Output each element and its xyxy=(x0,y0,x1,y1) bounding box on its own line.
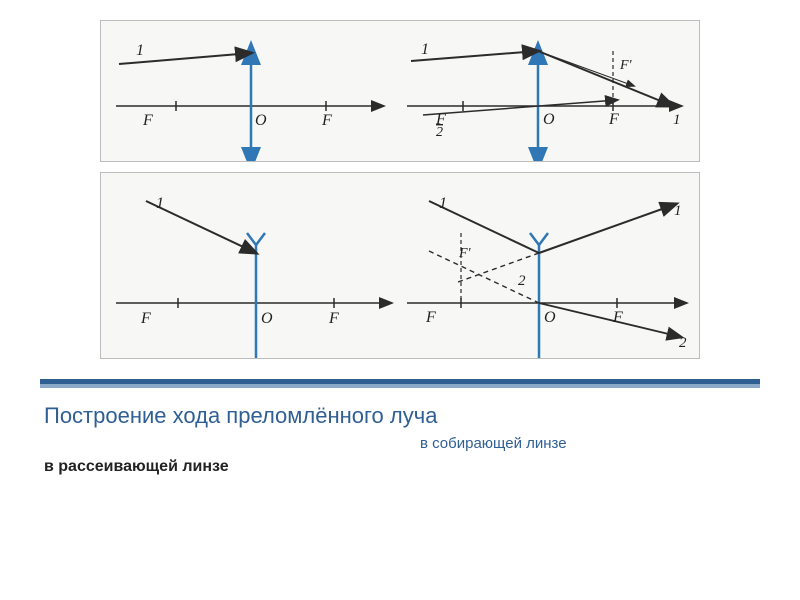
label-1: 1 xyxy=(439,195,447,212)
converging-lens-diagram: 1 F O F xyxy=(100,20,700,162)
refracted-ray-1 xyxy=(539,204,676,253)
subtitle-converging: в собирающей линзе xyxy=(420,435,760,452)
divider xyxy=(40,379,760,393)
label-1: 1 xyxy=(136,42,144,59)
label-F: F xyxy=(612,309,623,326)
diverging-lens-diagram: 1 F O F xyxy=(100,172,700,359)
label-1: 1 xyxy=(673,112,681,128)
label-2: 2 xyxy=(436,125,443,140)
subtitle-diverging: в рассеивающей линзе xyxy=(44,458,760,476)
page-title: Построение хода преломлённого луча xyxy=(44,403,760,429)
label-1: 1 xyxy=(421,41,429,58)
label-1: 1 xyxy=(156,195,164,212)
label-O: O xyxy=(261,310,273,327)
label-2: 2 xyxy=(518,273,526,289)
label-F: F xyxy=(328,310,339,327)
label-F: F xyxy=(608,111,619,128)
label-1: 1 xyxy=(674,203,682,219)
label-F: F xyxy=(142,112,153,129)
incident-ray-1 xyxy=(411,51,538,61)
label-O: O xyxy=(543,111,555,128)
label-Fprime: F' xyxy=(619,58,633,73)
refracted-ray-1 xyxy=(538,51,673,106)
label-F: F xyxy=(321,112,332,129)
aux-ray-2 xyxy=(423,100,617,115)
label-2: 2 xyxy=(679,335,687,351)
label-F: F xyxy=(140,310,151,327)
label-O: O xyxy=(544,309,556,326)
label-O: O xyxy=(255,112,267,129)
aux-ray-2 xyxy=(539,303,681,337)
label-Fprime: F' xyxy=(458,246,472,261)
label-F: F xyxy=(425,309,436,326)
